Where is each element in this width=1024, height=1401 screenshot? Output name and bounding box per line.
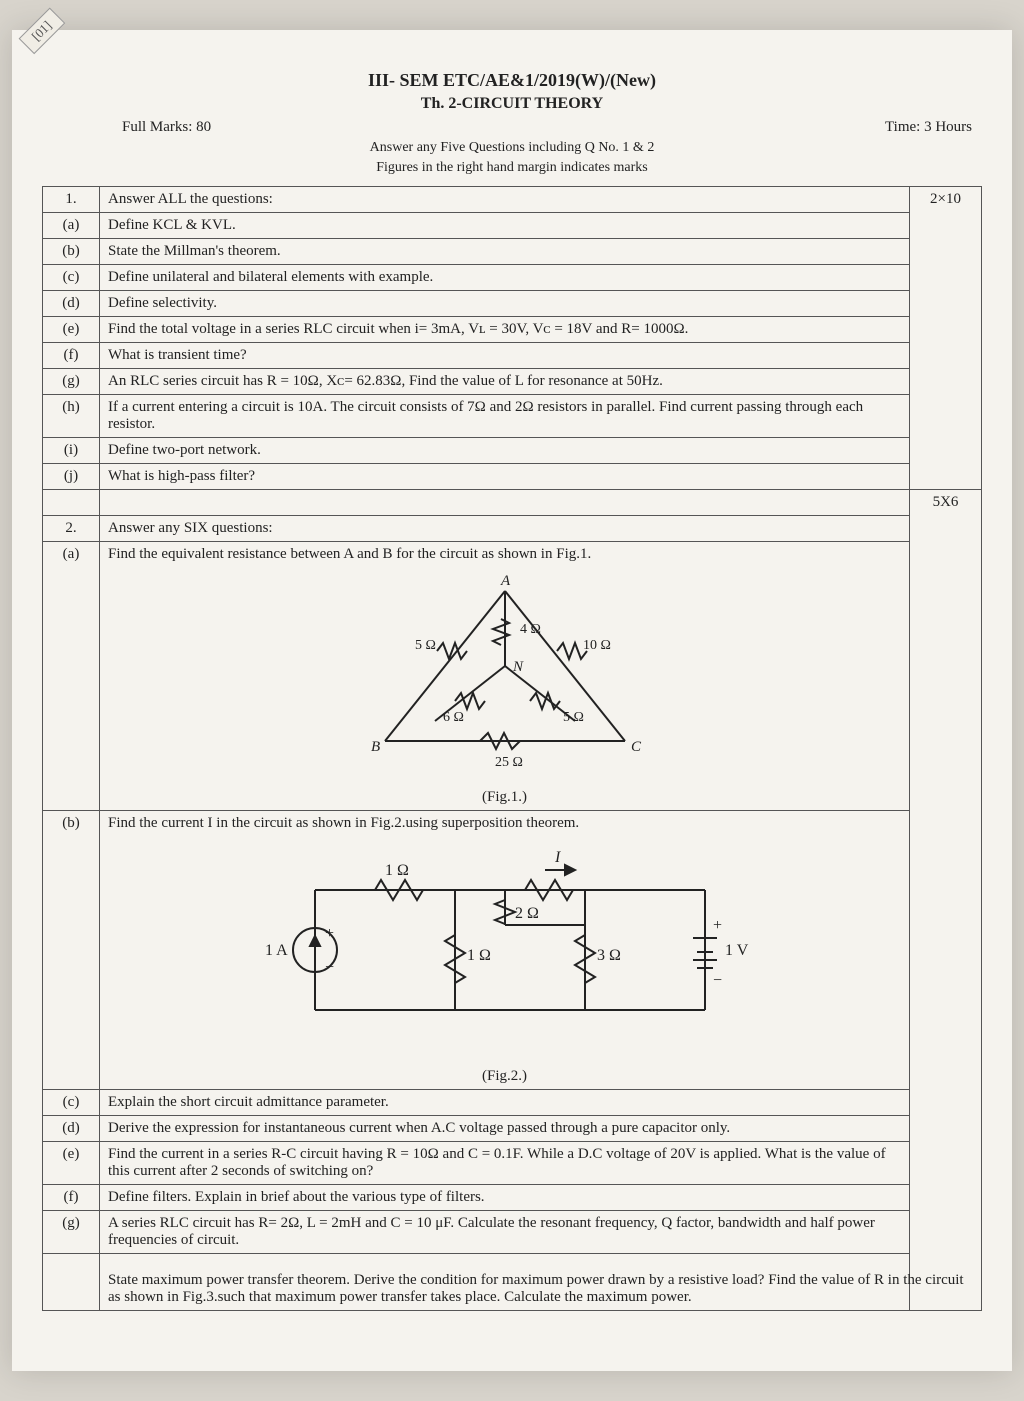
fig1-r2: 4 Ω	[520, 622, 541, 637]
fig2-plus-i: +	[325, 925, 334, 942]
q1g-text: An RLC series circuit has R = 10Ω, Xᴄ= 6…	[100, 369, 910, 395]
time-allowed: Time: 3 Hours	[885, 119, 972, 136]
fig2-r4: 3 Ω	[597, 947, 621, 964]
figure-2: 1 Ω 2 Ω 1 Ω 3 Ω 1 A 1 V I + − + −	[245, 840, 765, 1060]
q2a-text: Find the equivalent resistance between A…	[108, 546, 901, 563]
q3-text: State maximum power transfer theorem. De…	[100, 1254, 982, 1311]
q1a-text: Define KCL & KVL.	[100, 213, 910, 239]
fig2-r2: 2 Ω	[515, 905, 539, 922]
exam-page: III- SEM ETC/AE&1/2019(W)/(New) Th. 2-CI…	[12, 30, 1012, 1371]
q2d-letter: (d)	[43, 1116, 100, 1142]
q2b-letter: (b)	[43, 811, 100, 1090]
fig2-r3: 1 Ω	[467, 947, 491, 964]
q1-stem: Answer ALL the questions:	[100, 187, 910, 213]
q1b-text: State the Millman's theorem.	[100, 239, 910, 265]
q1j-text: What is high-pass filter?	[100, 464, 910, 490]
q1h-letter: (h)	[43, 395, 100, 438]
q2c-letter: (c)	[43, 1090, 100, 1116]
q2-stem: Answer any SIX questions:	[100, 516, 910, 542]
q1i-text: Define two-port network.	[100, 438, 910, 464]
questions-table: 1. Answer ALL the questions: 2×10 (a)Def…	[42, 186, 982, 1311]
q1e-text: Find the total voltage in a series RLC c…	[100, 317, 910, 343]
q2c-text: Explain the short circuit admittance par…	[100, 1090, 910, 1116]
q1g-letter: (g)	[43, 369, 100, 395]
q1f-text: What is transient time?	[100, 343, 910, 369]
q3-number	[43, 1254, 100, 1311]
q1a-letter: (a)	[43, 213, 100, 239]
q2e-letter: (e)	[43, 1142, 100, 1185]
paper-title: Th. 2-CIRCUIT THEORY	[42, 95, 982, 113]
q1c-text: Define unilateral and bilateral elements…	[100, 265, 910, 291]
fig1-label-n: N	[512, 659, 524, 675]
q2b-text: Find the current I in the circuit as sho…	[108, 815, 901, 832]
fig2-i-label: I	[554, 849, 561, 866]
fig2-src-v: 1 V	[725, 942, 749, 959]
q2d-text: Derive the expression for instantaneous …	[100, 1116, 910, 1142]
fig1-r6: 25 Ω	[495, 755, 523, 770]
fig1-r1: 5 Ω	[415, 638, 436, 653]
fig1-label-a: A	[500, 573, 511, 589]
fig1-caption: (Fig.1.)	[108, 789, 901, 806]
q2-marks: 5X6	[910, 490, 982, 1311]
q2f-letter: (f)	[43, 1185, 100, 1211]
fig2-plus-v: +	[713, 917, 722, 934]
q2b-cell: Find the current I in the circuit as sho…	[100, 811, 910, 1090]
fig2-src-i: 1 A	[265, 942, 288, 959]
q1d-letter: (d)	[43, 291, 100, 317]
q1e-letter: (e)	[43, 317, 100, 343]
full-marks: Full Marks: 80	[122, 119, 211, 136]
q1-number: 1.	[43, 187, 100, 213]
fig1-r5: 5 Ω	[563, 710, 584, 725]
q1b-letter: (b)	[43, 239, 100, 265]
instruction-2: Figures in the right hand margin indicat…	[42, 160, 982, 176]
fig1-r4: 6 Ω	[443, 710, 464, 725]
q1c-letter: (c)	[43, 265, 100, 291]
fig1-r3: 10 Ω	[583, 638, 611, 653]
q2g-letter: (g)	[43, 1211, 100, 1254]
fig2-caption: (Fig.2.)	[108, 1068, 901, 1085]
q1-marks: 2×10	[910, 187, 982, 490]
fig2-r1: 1 Ω	[385, 862, 409, 879]
q1j-letter: (j)	[43, 464, 100, 490]
q2g-text: A series RLC circuit has R= 2Ω, L = 2mH …	[100, 1211, 910, 1254]
q1f-letter: (f)	[43, 343, 100, 369]
q1h-text: If a current entering a circuit is 10A. …	[100, 395, 910, 438]
paper-code: III- SEM ETC/AE&1/2019(W)/(New)	[42, 70, 982, 91]
q2a-letter: (a)	[43, 542, 100, 811]
fig1-label-b: B	[371, 739, 380, 755]
q2-number: 2.	[43, 516, 100, 542]
fig2-minus-v: −	[713, 972, 722, 989]
figure-1: A B C N 5 Ω 4 Ω 10 Ω 6 Ω 5 Ω 25 Ω	[325, 571, 685, 781]
instruction-1: Answer any Five Questions including Q No…	[42, 140, 982, 156]
fig2-minus-i: −	[325, 959, 334, 976]
q2e-text: Find the current in a series R-C circuit…	[100, 1142, 910, 1185]
fig1-label-c: C	[631, 739, 642, 755]
q1d-text: Define selectivity.	[100, 291, 910, 317]
q2a-cell: Find the equivalent resistance between A…	[100, 542, 910, 811]
q2f-text: Define filters. Explain in brief about t…	[100, 1185, 910, 1211]
q1i-letter: (i)	[43, 438, 100, 464]
